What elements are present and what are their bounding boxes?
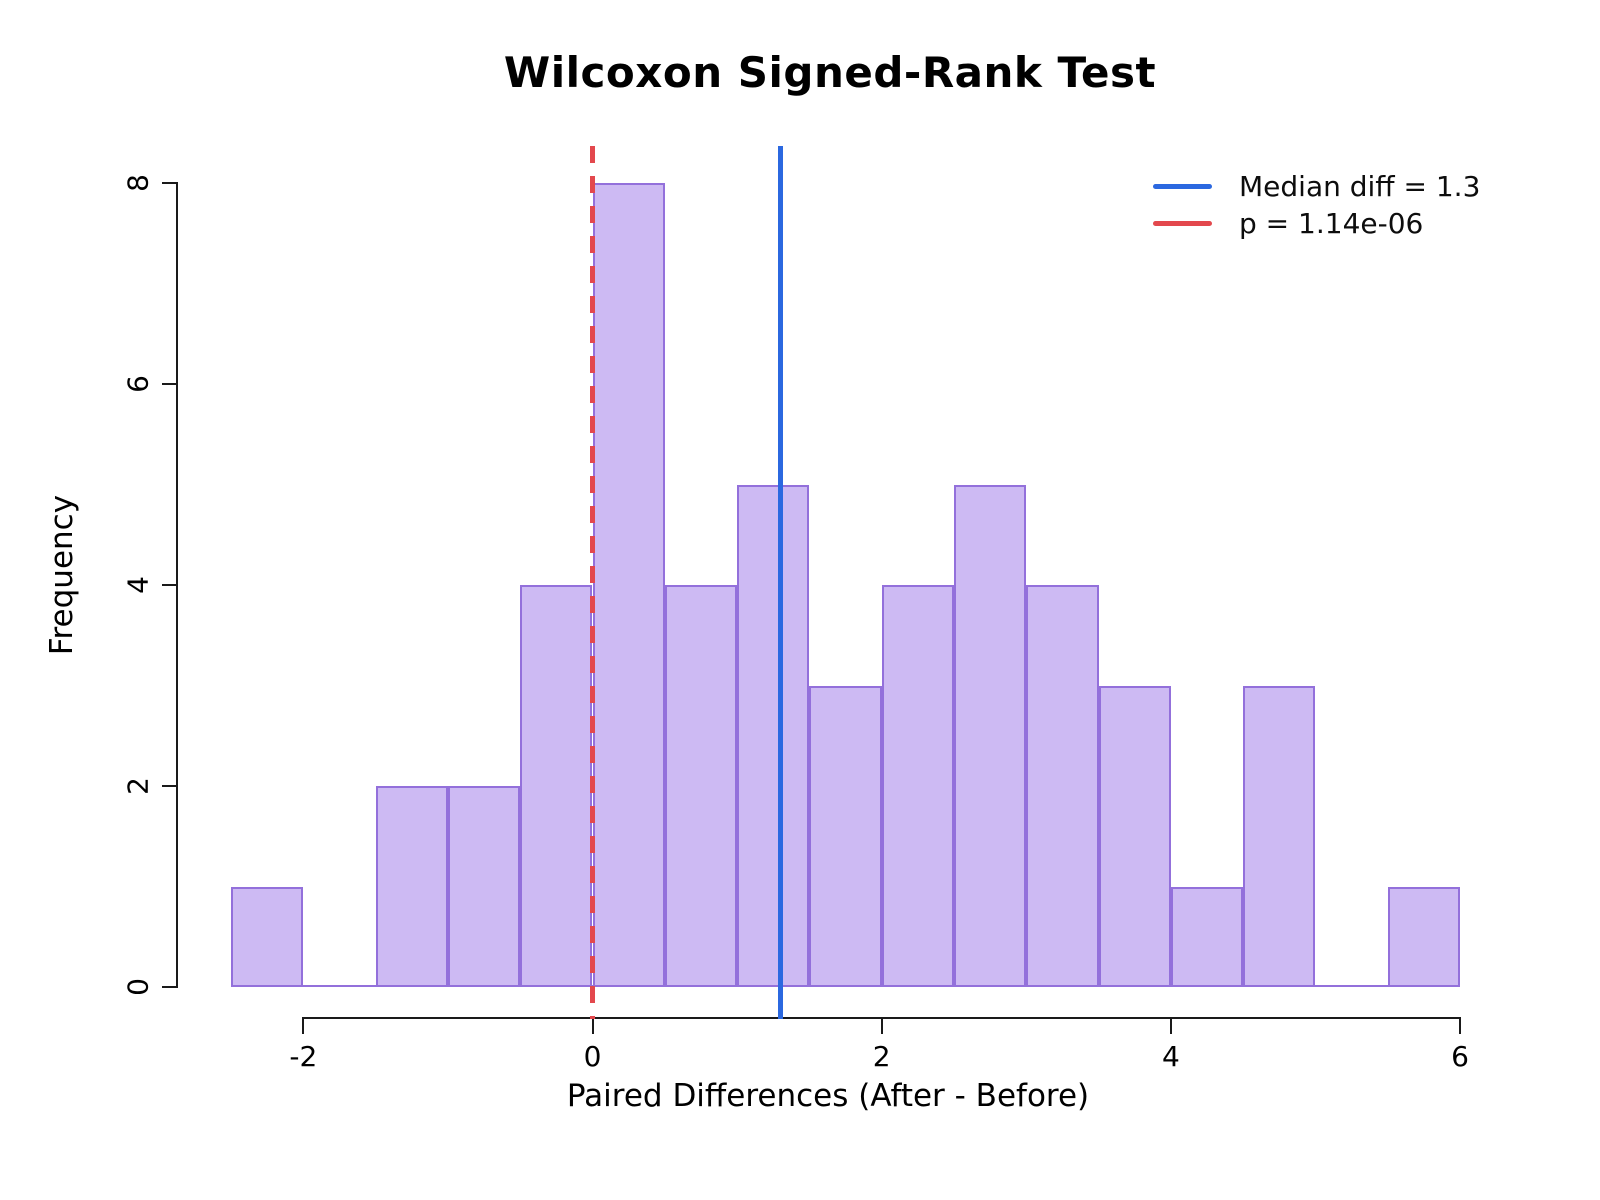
y-tick: [162, 986, 177, 988]
pvalue-line-swatch: [1153, 221, 1212, 226]
x-tick: [880, 1019, 883, 1034]
median-line-swatch: [1153, 184, 1212, 189]
x-tick: [302, 1019, 305, 1034]
histogram-bar: [231, 886, 304, 987]
legend-item-pvalue: p = 1.14e-06: [1153, 205, 1480, 242]
histogram-bar: [375, 786, 448, 987]
histogram-bar: [1387, 886, 1461, 987]
x-axis-line: [302, 1017, 1462, 1019]
x-tick-label: 4: [1161, 1040, 1180, 1073]
y-tick-label: 0: [121, 978, 155, 996]
legend-item-median: Median diff = 1.3: [1153, 168, 1480, 205]
x-tick-label: -2: [289, 1040, 318, 1073]
x-tick-label: 0: [583, 1040, 602, 1073]
histogram-bar: [664, 585, 738, 987]
histogram-bar: [447, 786, 521, 987]
y-tick-label: 4: [121, 576, 155, 594]
y-axis-title: Frequency: [44, 494, 80, 656]
y-tick: [162, 383, 177, 385]
legend-label-median: Median diff = 1.3: [1239, 170, 1481, 203]
histogram-bar: [1170, 886, 1244, 987]
median-reference-line: [777, 146, 783, 1019]
x-tick: [591, 1019, 594, 1034]
histogram-bar: [809, 685, 882, 987]
y-tick: [162, 584, 177, 586]
histogram-bar: [520, 585, 593, 987]
legend-label-pvalue: p = 1.14e-06: [1239, 207, 1424, 240]
x-tick: [1459, 1019, 1462, 1034]
chart-title: Wilcoxon Signed-Rank Test: [503, 48, 1157, 97]
y-axis-line: [176, 182, 178, 988]
legend: Median diff = 1.3 p = 1.14e-06: [1153, 168, 1480, 242]
y-tick-label: 6: [121, 375, 155, 393]
y-tick-label: 8: [121, 174, 155, 192]
zero-reference-line: [590, 146, 595, 1019]
x-tick-label: 2: [872, 1040, 891, 1073]
y-tick: [162, 785, 177, 787]
x-tick-label: 6: [1451, 1040, 1470, 1073]
x-axis-title: Paired Differences (After - Before): [566, 1078, 1090, 1114]
y-tick-label: 2: [121, 777, 155, 795]
histogram-bar: [592, 183, 665, 987]
y-tick: [162, 182, 177, 184]
histogram-bar: [737, 484, 810, 987]
histogram-bar: [1026, 585, 1099, 987]
histogram-bar: [1098, 685, 1171, 987]
histogram-bar: [1243, 685, 1316, 987]
histogram-bar: [954, 484, 1027, 987]
x-tick: [1169, 1019, 1172, 1034]
histogram-bar: [881, 585, 954, 987]
